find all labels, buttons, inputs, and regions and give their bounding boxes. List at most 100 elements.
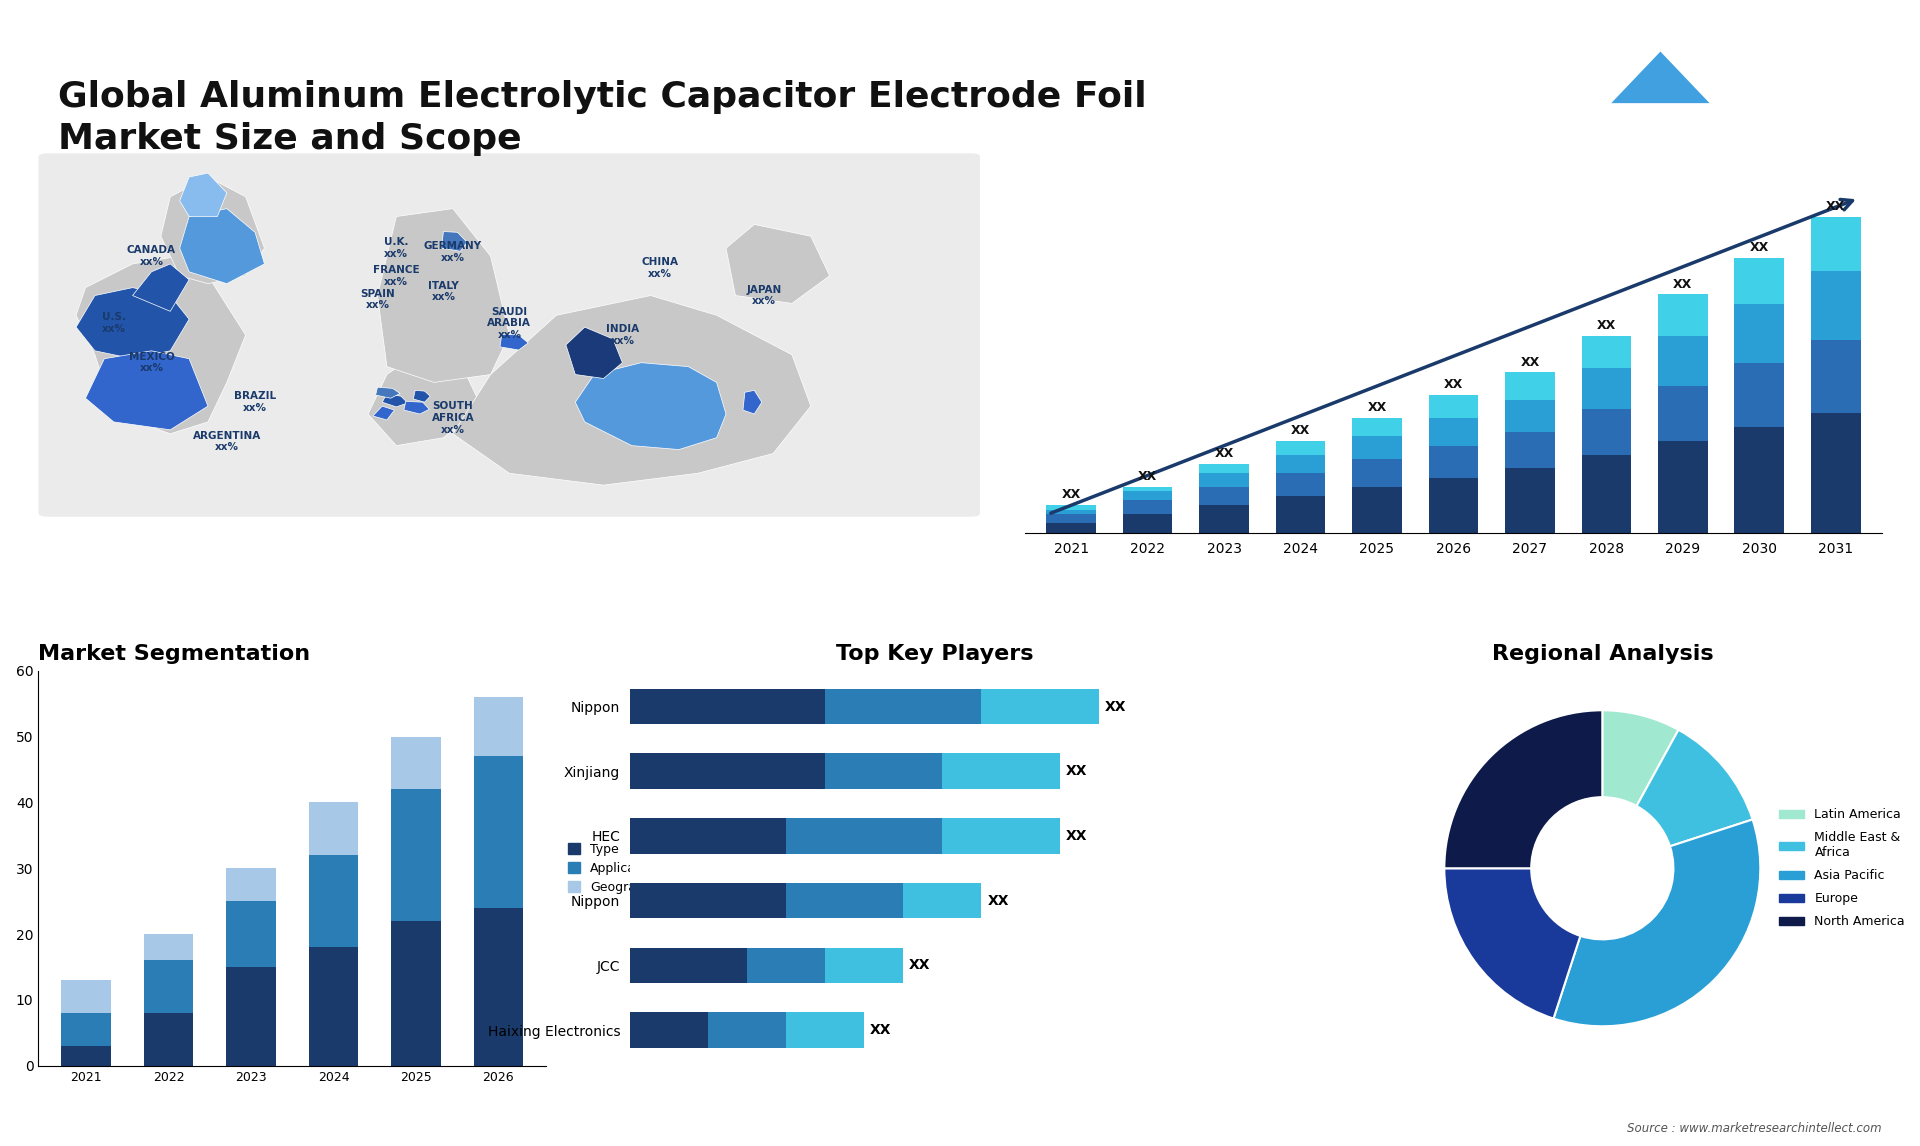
Bar xyxy=(785,1012,864,1047)
FancyBboxPatch shape xyxy=(38,154,981,517)
Text: ARGENTINA
xx%: ARGENTINA xx% xyxy=(192,431,261,453)
Bar xyxy=(1582,409,1632,455)
Bar xyxy=(981,689,1098,724)
Text: SAUDI
ARABIA
xx%: SAUDI ARABIA xx% xyxy=(488,307,532,339)
Text: Global Aluminum Electrolytic Capacitor Electrode Foil
Market Size and Scope: Global Aluminum Electrolytic Capacitor E… xyxy=(58,80,1146,156)
Bar xyxy=(1046,505,1096,510)
Polygon shape xyxy=(161,176,265,284)
Polygon shape xyxy=(369,355,482,446)
Text: XX: XX xyxy=(870,1023,891,1037)
Wedge shape xyxy=(1444,711,1603,869)
Bar xyxy=(1582,455,1632,533)
Bar xyxy=(630,818,785,854)
Bar xyxy=(826,753,943,788)
Polygon shape xyxy=(1611,52,1709,103)
Text: XX: XX xyxy=(1215,447,1235,461)
Polygon shape xyxy=(453,296,810,485)
Bar xyxy=(144,1013,194,1066)
Wedge shape xyxy=(1444,869,1580,1019)
Bar xyxy=(1505,372,1555,400)
Text: GERMANY
xx%: GERMANY xx% xyxy=(424,242,482,262)
Bar xyxy=(1123,515,1173,533)
Bar xyxy=(392,737,442,790)
Bar xyxy=(630,753,826,788)
Text: XX: XX xyxy=(1672,277,1692,291)
Polygon shape xyxy=(743,391,762,414)
Bar xyxy=(227,901,276,967)
Wedge shape xyxy=(1603,711,1678,806)
Bar xyxy=(943,818,1060,854)
Polygon shape xyxy=(413,391,430,402)
Bar xyxy=(1046,510,1096,515)
Text: XX: XX xyxy=(1444,378,1463,392)
Polygon shape xyxy=(180,173,227,217)
Text: XX: XX xyxy=(987,894,1008,908)
Bar xyxy=(1123,501,1173,515)
Text: SPAIN
xx%: SPAIN xx% xyxy=(361,289,396,311)
Bar xyxy=(1046,524,1096,533)
Bar xyxy=(61,1013,111,1046)
Wedge shape xyxy=(1553,819,1761,1027)
Bar xyxy=(630,948,747,983)
Legend: Type, Application, Geography: Type, Application, Geography xyxy=(563,838,664,898)
Bar xyxy=(1428,446,1478,478)
Bar xyxy=(1275,455,1325,473)
Bar xyxy=(785,818,943,854)
Bar xyxy=(474,697,522,756)
Text: XX: XX xyxy=(1826,199,1845,213)
Bar xyxy=(1352,437,1402,460)
Bar xyxy=(1734,363,1784,427)
Bar xyxy=(1200,464,1248,473)
Bar xyxy=(1275,496,1325,533)
Text: MARKET
RESEARCH
INTELLECT: MARKET RESEARCH INTELLECT xyxy=(1707,50,1780,99)
Polygon shape xyxy=(376,387,399,398)
Bar xyxy=(61,1046,111,1066)
Bar xyxy=(1200,505,1248,533)
Text: XX: XX xyxy=(910,958,931,972)
Bar xyxy=(747,948,826,983)
Polygon shape xyxy=(180,209,265,284)
Bar xyxy=(1352,487,1402,533)
Bar xyxy=(309,855,359,948)
Bar xyxy=(1811,340,1860,414)
Bar xyxy=(1811,217,1860,272)
Text: XX: XX xyxy=(1521,355,1540,369)
Bar xyxy=(1428,395,1478,418)
Bar xyxy=(1505,432,1555,469)
Text: CHINA
xx%: CHINA xx% xyxy=(641,257,678,278)
Bar xyxy=(392,790,442,921)
Bar xyxy=(904,882,981,918)
Text: U.S.
xx%: U.S. xx% xyxy=(102,313,125,333)
Bar xyxy=(1275,473,1325,496)
Bar xyxy=(1659,336,1707,386)
Polygon shape xyxy=(566,327,622,378)
Bar xyxy=(1505,469,1555,533)
Bar xyxy=(1200,487,1248,505)
Bar xyxy=(1811,272,1860,340)
Text: XX: XX xyxy=(1367,401,1386,415)
Bar xyxy=(826,948,904,983)
Text: INDIA
xx%: INDIA xx% xyxy=(607,324,639,346)
Bar xyxy=(309,948,359,1066)
Bar xyxy=(1734,304,1784,363)
Polygon shape xyxy=(382,393,407,407)
Polygon shape xyxy=(378,209,509,383)
Text: CANADA
xx%: CANADA xx% xyxy=(127,245,177,267)
Bar xyxy=(630,1012,708,1047)
Polygon shape xyxy=(77,256,246,434)
Text: XX: XX xyxy=(1104,699,1125,714)
Bar xyxy=(708,1012,785,1047)
Text: XX: XX xyxy=(1139,470,1158,484)
Bar xyxy=(1428,418,1478,446)
Bar xyxy=(144,934,194,960)
Bar xyxy=(1505,400,1555,432)
Bar xyxy=(1582,368,1632,409)
Title: Regional Analysis: Regional Analysis xyxy=(1492,644,1713,664)
Bar xyxy=(1734,427,1784,533)
Text: MEXICO
xx%: MEXICO xx% xyxy=(129,352,175,374)
Text: XX: XX xyxy=(1062,488,1081,502)
Bar xyxy=(144,960,194,1013)
Polygon shape xyxy=(372,406,394,419)
Bar xyxy=(630,882,785,918)
Bar xyxy=(785,882,904,918)
